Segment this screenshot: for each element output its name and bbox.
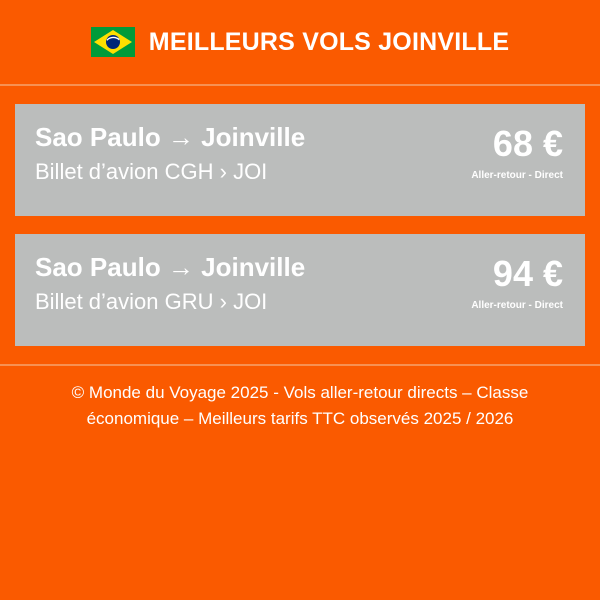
flight-route: Sao Paulo → Joinville <box>35 252 306 282</box>
page-title: MEILLEURS VOLS JOINVILLE <box>148 27 510 56</box>
flight-price: 68 € <box>492 123 563 164</box>
flight-price-note: Aller-retour - Direct <box>471 300 563 312</box>
header-divider <box>0 84 600 86</box>
flight-price-block: 68 € Aller-retour - Direct <box>471 123 563 182</box>
flight-card[interactable]: Sao Paulo → Joinville Billet d’avion GRU… <box>15 234 585 346</box>
brazil-flag-icon <box>90 27 135 57</box>
footer-line-2: économique – Meilleurs tarifs TTC observ… <box>86 409 514 429</box>
flight-info: Sao Paulo → Joinville Billet d’avion GRU… <box>35 252 415 316</box>
flight-price-block: 94 € Aller-retour - Direct <box>471 253 563 312</box>
footer-divider <box>0 364 600 366</box>
page-header: MEILLEURS VOLS JOINVILLE <box>0 0 600 84</box>
flight-subtitle: Billet d’avion CGH › JOI <box>35 158 268 184</box>
flight-price: 94 € <box>492 253 563 294</box>
flight-list: Sao Paulo → Joinville Billet d’avion CGH… <box>0 86 600 346</box>
footer-line-1: © Monde du Voyage 2025 - Vols aller-reto… <box>71 383 529 402</box>
flight-price-note: Aller-retour - Direct <box>471 170 563 182</box>
flight-card[interactable]: Sao Paulo → Joinville Billet d’avion CGH… <box>15 104 585 216</box>
page-footer: © Monde du Voyage 2025 - Vols aller-reto… <box>0 366 600 433</box>
flight-route: Sao Paulo → Joinville <box>35 122 306 152</box>
flight-subtitle: Billet d’avion GRU › JOI <box>35 288 268 314</box>
flight-info: Sao Paulo → Joinville Billet d’avion CGH… <box>35 122 415 186</box>
